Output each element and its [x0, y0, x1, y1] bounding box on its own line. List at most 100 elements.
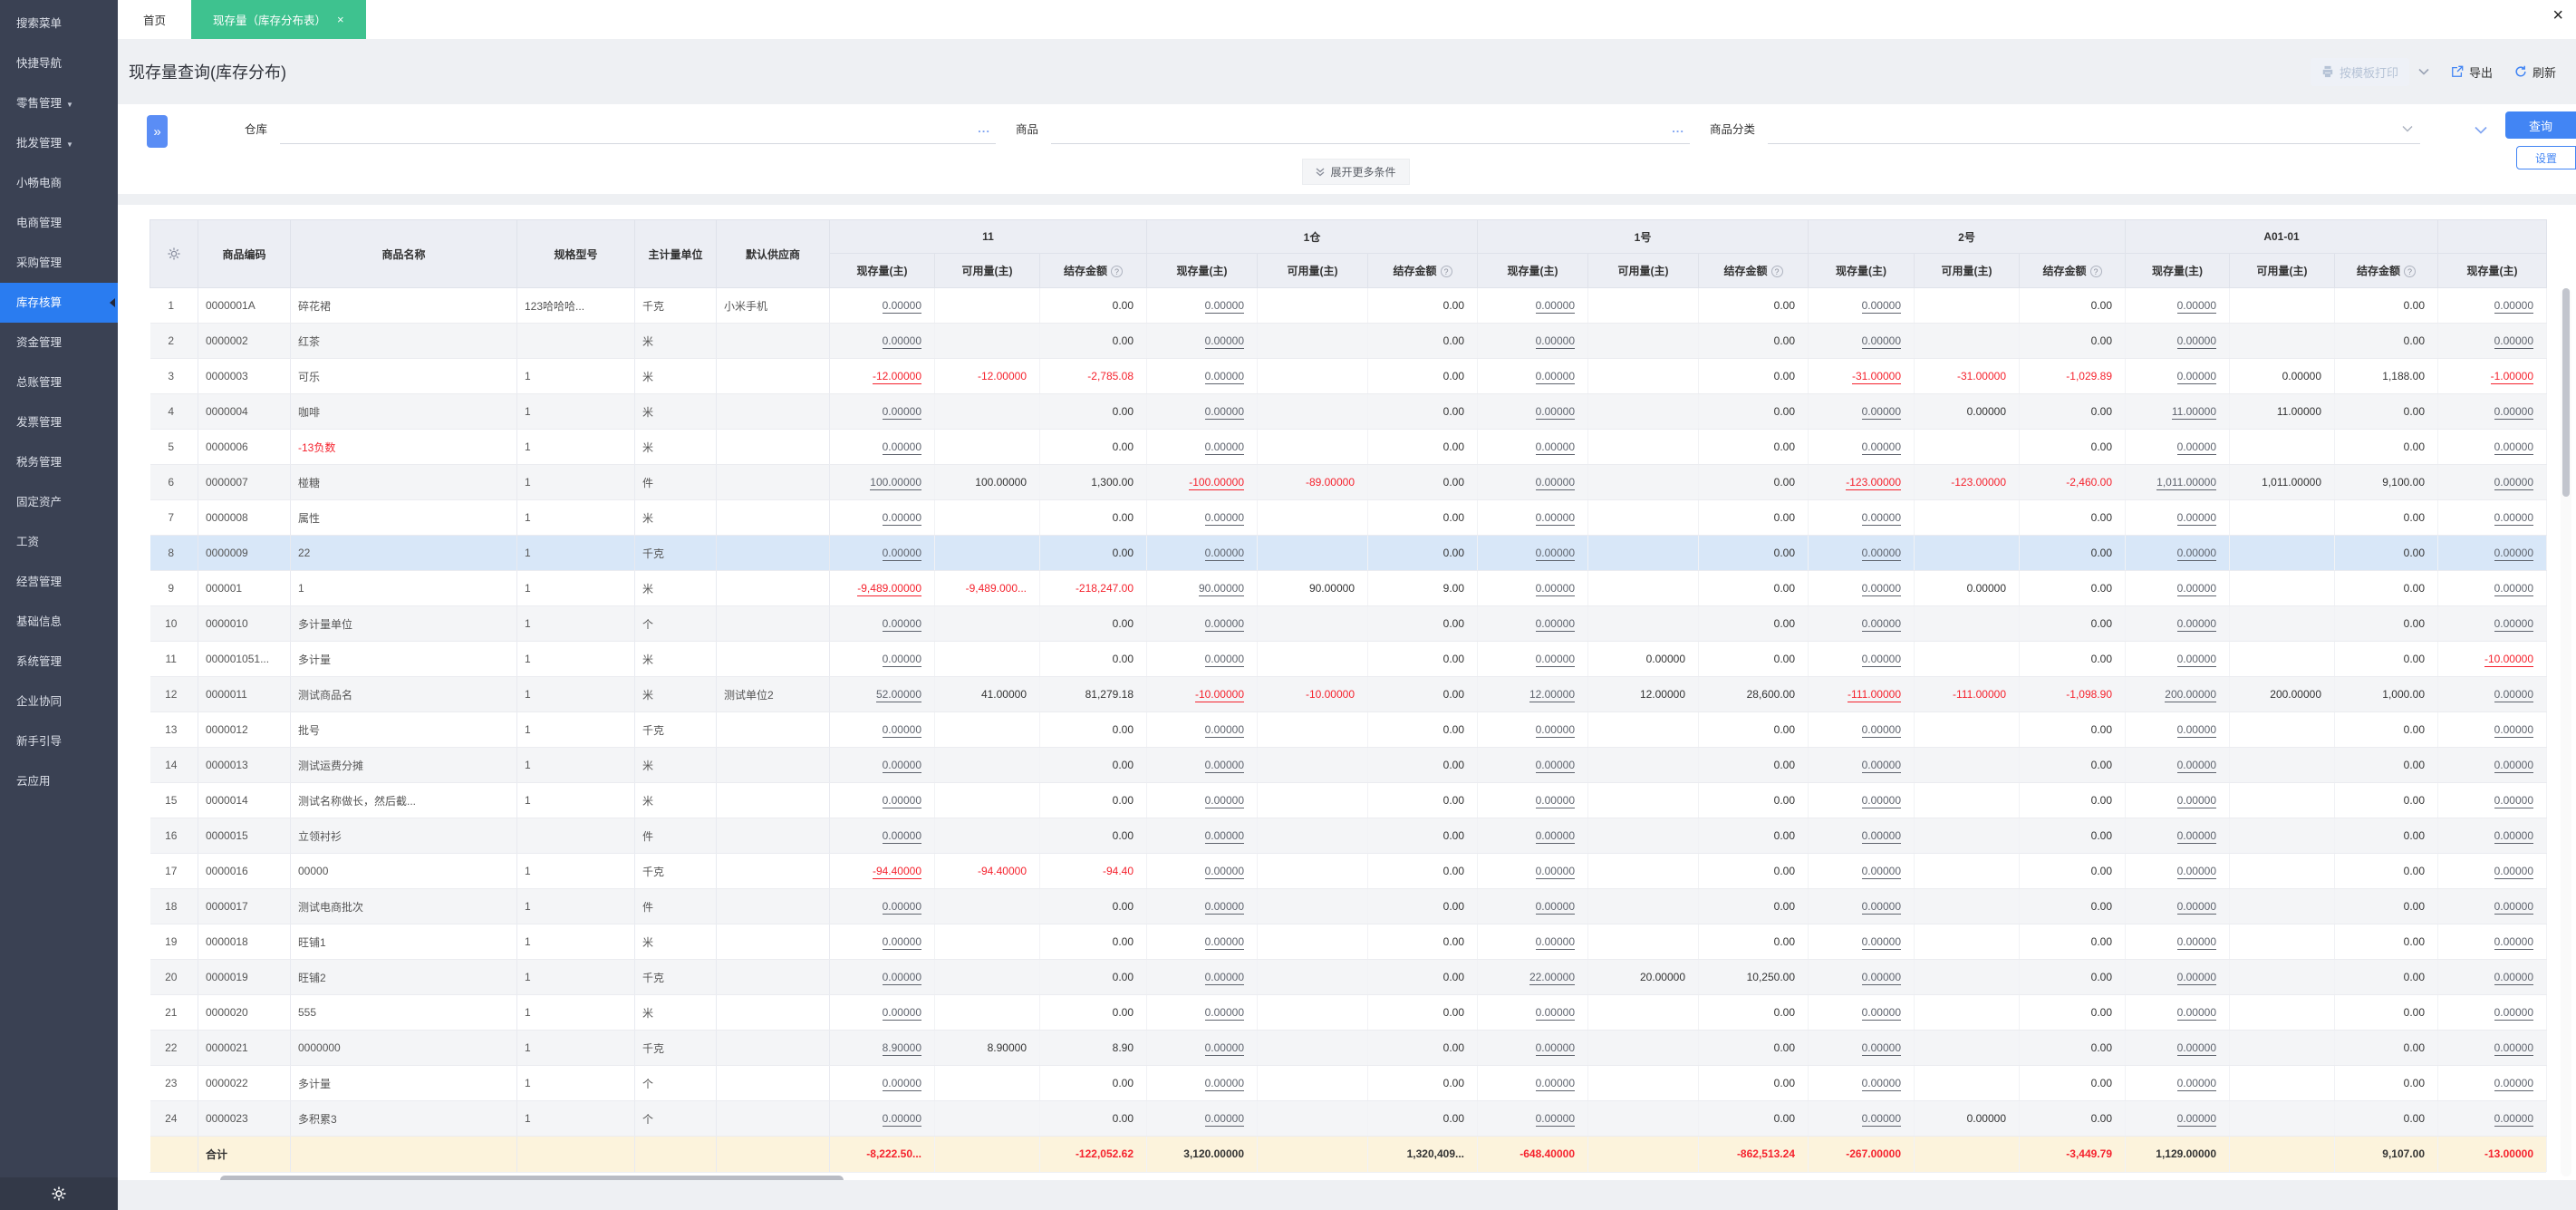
cell-on-hand-qty[interactable]: 0.00000 [1477, 1065, 1588, 1101]
cell-on-hand-qty[interactable]: 0.00000 [2125, 605, 2230, 642]
sidebar-item-19[interactable]: 云应用 [0, 761, 118, 801]
cell-on-hand-qty[interactable]: 0.00000 [2437, 464, 2547, 500]
cell-on-hand-qty[interactable]: 0.00000 [2437, 747, 2547, 783]
column-header-fixed-1[interactable]: 商品名称 [290, 219, 517, 288]
cell-on-hand-qty[interactable]: 0.00000 [1808, 393, 1915, 430]
on-hand-qty-link[interactable]: 0.00000 [1861, 1112, 1901, 1127]
sub-column-header[interactable]: 结存金额? [1039, 253, 1147, 288]
column-header-fixed-0[interactable]: 商品编码 [198, 219, 291, 288]
on-hand-qty-link[interactable]: 0.00000 [2494, 476, 2533, 490]
cell-on-hand-qty[interactable]: 0.00000 [1146, 287, 1258, 324]
sidebar-item-9[interactable]: 总账管理 [0, 363, 118, 402]
on-hand-qty-link[interactable]: 0.00000 [1535, 1041, 1575, 1056]
cell-on-hand-qty[interactable]: 0.00000 [2125, 888, 2230, 924]
table-row[interactable]: 21 0000020 555 1 米 0.00000 0.00 0.00000 0.00 0.00… [150, 994, 2547, 1031]
horizontal-scrollbar[interactable] [150, 1171, 2546, 1180]
on-hand-qty-link[interactable]: 0.00000 [882, 723, 921, 738]
cell-on-hand-qty[interactable]: 0.00000 [829, 782, 935, 818]
cell-on-hand-qty[interactable]: -10.00000 [2437, 641, 2547, 677]
sidebar-item-15[interactable]: 基础信息 [0, 602, 118, 642]
on-hand-qty-link[interactable]: 0.00000 [2176, 971, 2216, 985]
table-row[interactable]: 2 0000002 红茶 米 0.00000 0.00 0.00000 0.00 0.00000… [150, 323, 2547, 359]
on-hand-qty-link[interactable]: 0.00000 [2176, 759, 2216, 773]
cell-on-hand-qty[interactable]: 0.00000 [829, 818, 935, 854]
on-hand-qty-link[interactable]: 0.00000 [882, 405, 921, 420]
cell-on-hand-qty[interactable]: 0.00000 [1477, 747, 1588, 783]
sidebar-item-12[interactable]: 固定资产 [0, 482, 118, 522]
print-by-template-button[interactable]: 按模板打印 [2310, 57, 2409, 86]
cell-on-hand-qty[interactable]: -10.00000 [1146, 676, 1258, 712]
on-hand-qty-link[interactable]: 0.00000 [882, 440, 921, 455]
cell-on-hand-qty[interactable]: 0.00000 [829, 747, 935, 783]
on-hand-qty-link[interactable]: 0.00000 [882, 511, 921, 526]
cell-on-hand-qty[interactable]: -94.40000 [829, 853, 935, 889]
sidebar-item-1[interactable]: 快捷导航 [0, 44, 118, 83]
cell-on-hand-qty[interactable]: 0.00000 [2437, 959, 2547, 995]
cell-on-hand-qty[interactable]: 0.00000 [1808, 853, 1915, 889]
cell-on-hand-qty[interactable]: 0.00000 [1808, 570, 1915, 606]
on-hand-qty-link[interactable]: 100.00000 [870, 476, 921, 490]
cell-on-hand-qty[interactable]: 0.00000 [2437, 535, 2547, 571]
cell-on-hand-qty[interactable]: 0.00000 [1808, 429, 1915, 465]
sub-column-header[interactable]: 现存量(主) [2125, 253, 2230, 288]
on-hand-qty-link[interactable]: 0.00000 [2176, 440, 2216, 455]
gear-icon[interactable] [52, 1186, 66, 1201]
on-hand-qty-link[interactable]: 0.00000 [2176, 334, 2216, 349]
on-hand-qty-link[interactable]: 0.00000 [1535, 1006, 1575, 1021]
on-hand-qty-link[interactable]: 0.00000 [1535, 865, 1575, 879]
cell-on-hand-qty[interactable]: 0.00000 [2125, 287, 2230, 324]
cell-on-hand-qty[interactable]: 0.00000 [1477, 1030, 1588, 1066]
on-hand-qty-link[interactable]: 0.00000 [1204, 617, 1244, 632]
table-row[interactable]: 23 0000022 多计量 1 个 0.00000 0.00 0.00000 0.00 0.00… [150, 1065, 2547, 1101]
table-row[interactable]: 4 0000004 咖啡 1 米 0.00000 0.00 0.00000 0.00 0.0000… [150, 393, 2547, 430]
tab-close-icon[interactable]: × [337, 13, 344, 26]
on-hand-qty-link[interactable]: 0.00000 [1861, 759, 1901, 773]
on-hand-qty-link[interactable]: 0.00000 [2176, 1077, 2216, 1091]
sub-column-header[interactable]: 可用量(主) [934, 253, 1040, 288]
table-row[interactable]: 20 0000019 旺铺2 1 千克 0.00000 0.00 0.00000 0.00 22.… [150, 959, 2547, 995]
tab-inventory-distribution[interactable]: 现存量（库存分布表） × [191, 0, 366, 39]
cell-on-hand-qty[interactable]: 0.00000 [1146, 888, 1258, 924]
on-hand-qty-link[interactable]: 0.00000 [1204, 1112, 1244, 1127]
on-hand-qty-link[interactable]: 0.00000 [2176, 547, 2216, 561]
cell-on-hand-qty[interactable]: 0.00000 [2437, 499, 2547, 536]
on-hand-qty-link[interactable]: 0.00000 [1535, 617, 1575, 632]
table-row[interactable]: 5 0000006 -13负数 1 米 0.00000 0.00 0.00000 0.00 0.0… [150, 429, 2547, 465]
cell-on-hand-qty[interactable]: -111.00000 [1808, 676, 1915, 712]
cell-on-hand-qty[interactable]: 0.00000 [1477, 641, 1588, 677]
cell-on-hand-qty[interactable]: 0.00000 [2125, 499, 2230, 536]
on-hand-qty-link[interactable]: 0.00000 [2176, 653, 2216, 667]
ellipsis-icon[interactable]: ... [978, 121, 991, 135]
cell-on-hand-qty[interactable]: 90.00000 [1146, 570, 1258, 606]
sidebar-item-11[interactable]: 税务管理 [0, 442, 118, 482]
on-hand-qty-link[interactable]: 0.00000 [1535, 829, 1575, 844]
cell-on-hand-qty[interactable]: 8.90000 [829, 1030, 935, 1066]
cell-on-hand-qty[interactable]: 0.00000 [1477, 287, 1588, 324]
sidebar-item-8[interactable]: 资金管理 [0, 323, 118, 363]
on-hand-qty-link[interactable]: 0.00000 [2176, 1112, 2216, 1127]
on-hand-qty-link[interactable]: 0.00000 [1535, 1112, 1575, 1127]
cell-on-hand-qty[interactable]: 0.00000 [2125, 711, 2230, 748]
sidebar-item-17[interactable]: 企业协同 [0, 682, 118, 721]
cell-on-hand-qty[interactable]: 0.00000 [1477, 711, 1588, 748]
on-hand-qty-link[interactable]: 0.00000 [1204, 1077, 1244, 1091]
cell-on-hand-qty[interactable]: 0.00000 [2125, 994, 2230, 1031]
cell-on-hand-qty[interactable]: 0.00000 [1808, 1065, 1915, 1101]
on-hand-qty-link[interactable]: 0.00000 [882, 334, 921, 349]
on-hand-qty-link[interactable]: 0.00000 [882, 617, 921, 632]
table-row[interactable]: 15 0000014 测试名称做长，然后截... 1 米 0.00000 0.00 0.000… [150, 782, 2547, 818]
on-hand-qty-link[interactable]: 0.00000 [1535, 299, 1575, 314]
cell-on-hand-qty[interactable]: 0.00000 [829, 1065, 935, 1101]
on-hand-qty-link[interactable]: 0.00000 [2494, 1041, 2533, 1056]
on-hand-qty-link[interactable]: 0.00000 [1204, 723, 1244, 738]
on-hand-qty-link[interactable]: 0.00000 [882, 829, 921, 844]
on-hand-qty-link[interactable]: 52.00000 [875, 688, 921, 702]
on-hand-qty-link[interactable]: 0.00000 [2494, 935, 2533, 950]
column-header-fixed-2[interactable]: 规格型号 [516, 219, 635, 288]
on-hand-qty-link[interactable]: 0.00000 [1204, 865, 1244, 879]
cell-on-hand-qty[interactable]: 0.00000 [829, 393, 935, 430]
cell-on-hand-qty[interactable]: 0.00000 [1808, 924, 1915, 960]
on-hand-qty-link[interactable]: 0.00000 [2176, 1041, 2216, 1056]
on-hand-qty-link[interactable]: 0.00000 [2176, 794, 2216, 808]
on-hand-qty-link[interactable]: 0.00000 [1535, 440, 1575, 455]
